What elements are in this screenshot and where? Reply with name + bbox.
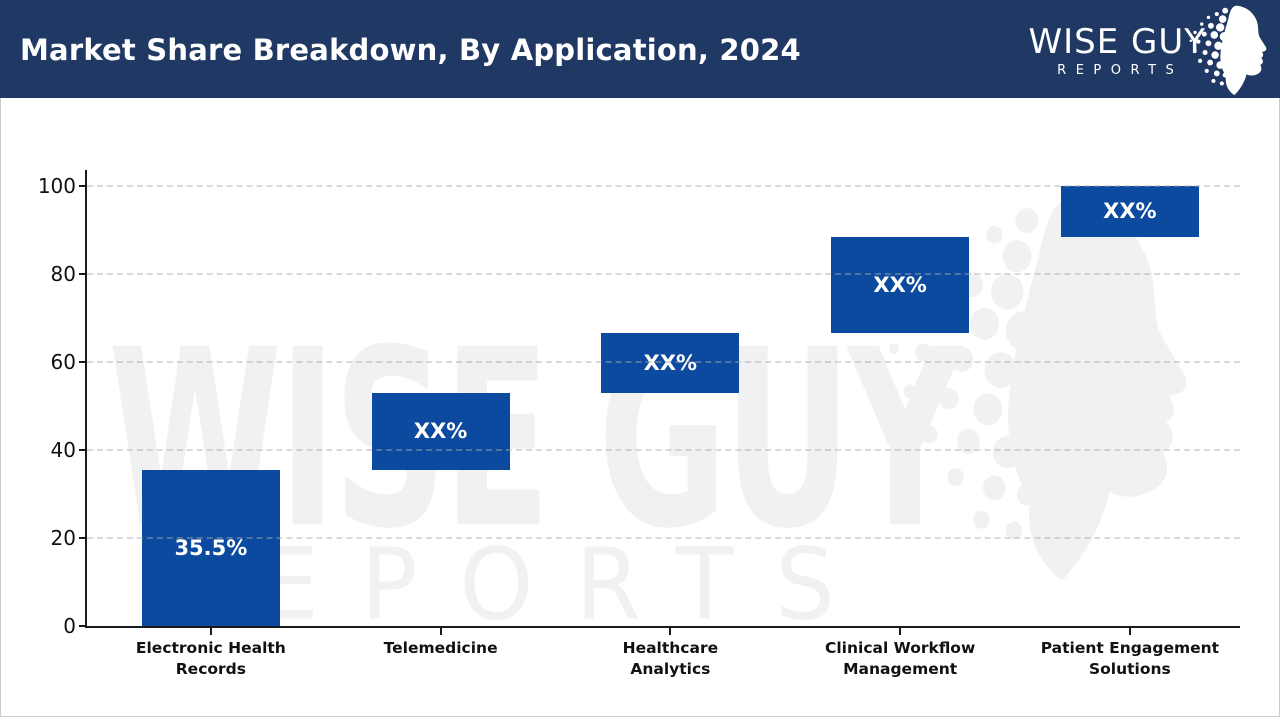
y-tick-mark bbox=[79, 361, 87, 363]
x-axis-label: Healthcare Analytics bbox=[622, 639, 719, 678]
y-tick-mark bbox=[79, 273, 87, 275]
bar: XX% bbox=[1060, 186, 1199, 237]
bar: XX% bbox=[831, 236, 970, 334]
gridline bbox=[87, 273, 1240, 275]
logo-text: WISE GUY REPORTS bbox=[1028, 22, 1206, 78]
y-tick-label: 100 bbox=[37, 174, 76, 198]
gridline bbox=[87, 449, 1240, 451]
y-tick-label: 60 bbox=[50, 350, 76, 374]
x-tick-mark bbox=[1128, 628, 1131, 635]
bar-value-label: XX% bbox=[413, 419, 468, 444]
bar-value-label: XX% bbox=[1103, 199, 1157, 224]
x-tick-mark bbox=[899, 628, 902, 635]
x-axis-spine bbox=[85, 626, 1240, 628]
bar: XX% bbox=[601, 333, 740, 393]
gridline bbox=[87, 537, 1240, 539]
page-title: Market Share Breakdown, By Application, … bbox=[20, 33, 801, 67]
gridline bbox=[87, 361, 1240, 363]
x-axis-label: Electronic Health Records bbox=[135, 639, 286, 678]
y-tick-label: 0 bbox=[63, 614, 76, 638]
y-tick-label: 80 bbox=[50, 262, 76, 286]
y-tick-mark bbox=[79, 449, 87, 451]
y-tick-label: 40 bbox=[50, 438, 76, 462]
bar-value-label: XX% bbox=[643, 351, 698, 376]
x-axis-label: Telemedicine bbox=[383, 639, 498, 657]
logo-wordmark: WISE GUY bbox=[1028, 22, 1206, 62]
x-tick-mark bbox=[669, 628, 672, 635]
y-tick-mark bbox=[79, 185, 87, 187]
gridline bbox=[87, 185, 1240, 187]
bar-value-label: 35.5% bbox=[174, 535, 248, 560]
y-tick-mark bbox=[79, 625, 87, 627]
x-tick-mark bbox=[439, 628, 442, 635]
bar: 35.5% bbox=[141, 469, 280, 626]
bar: XX% bbox=[371, 392, 510, 470]
wise-guy-logo: WISE GUY REPORTS bbox=[1028, 4, 1272, 96]
y-axis-spine bbox=[85, 170, 87, 628]
logo-head-icon bbox=[1189, 5, 1267, 96]
x-axis-label: Patient Engagement Solutions bbox=[1040, 639, 1220, 678]
logo-subtitle: REPORTS bbox=[1057, 63, 1184, 78]
y-tick-label: 20 bbox=[50, 526, 76, 550]
bar-value-label: XX% bbox=[873, 272, 927, 297]
x-axis-label: Clinical Workflow Management bbox=[824, 639, 976, 678]
y-tick-mark bbox=[79, 537, 87, 539]
x-tick-mark bbox=[209, 628, 212, 635]
header: Market Share Breakdown, By Application, … bbox=[0, 0, 1280, 98]
